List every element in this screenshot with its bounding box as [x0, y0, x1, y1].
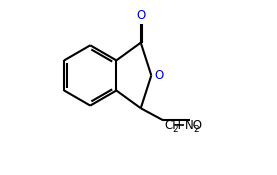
Text: CH: CH: [164, 119, 181, 132]
Text: O: O: [154, 69, 164, 82]
Text: 2: 2: [172, 125, 178, 134]
Text: O: O: [136, 9, 145, 22]
Text: 2: 2: [193, 125, 199, 134]
Text: NO: NO: [185, 119, 203, 132]
